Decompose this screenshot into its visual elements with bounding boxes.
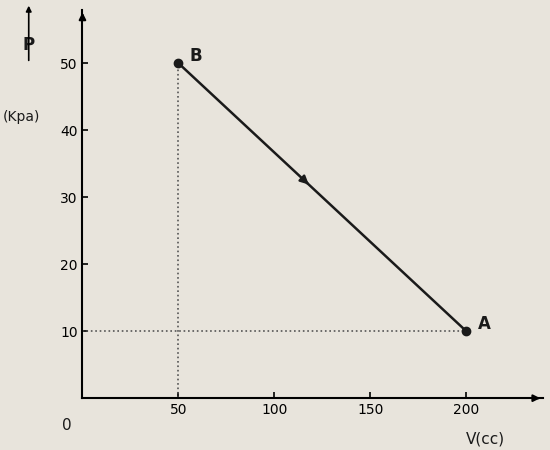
Text: (Kpa): (Kpa)	[2, 110, 40, 124]
Text: B: B	[190, 48, 202, 66]
Text: 0: 0	[62, 418, 72, 433]
Text: A: A	[478, 315, 491, 333]
Text: V(cc): V(cc)	[466, 432, 505, 447]
Text: P: P	[23, 36, 35, 54]
